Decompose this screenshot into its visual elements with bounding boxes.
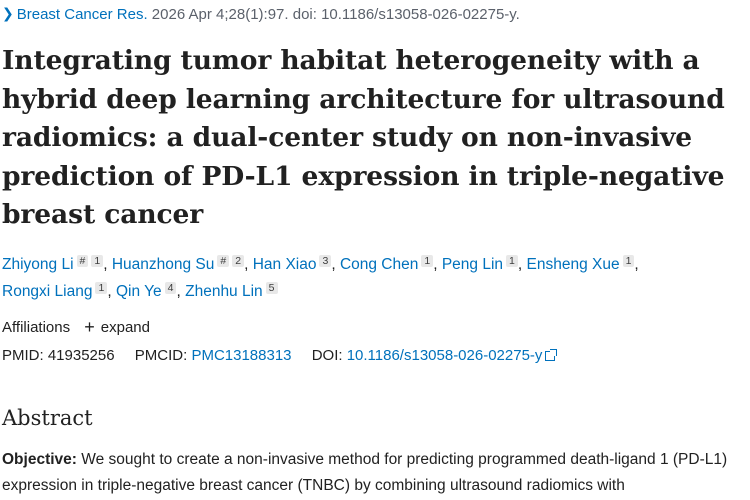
pmid-value: 41935256	[47, 347, 115, 364]
author-link[interactable]: Huanzhong Su	[111, 256, 215, 273]
affiliation-marker[interactable]: 1	[622, 255, 635, 267]
author-item: Huanzhong Su #2	[111, 255, 245, 273]
author-item: Zhenhu Lin 5	[185, 282, 278, 300]
affiliation-marker[interactable]: 1	[95, 282, 108, 294]
equal-contribution-marker[interactable]: #	[76, 255, 89, 267]
equal-contribution-marker[interactable]: #	[217, 255, 230, 267]
affiliation-marker[interactable]: 2	[232, 255, 245, 267]
author-link[interactable]: Han Xiao	[252, 256, 317, 273]
author-item: Rongxi Liang 1	[2, 282, 108, 300]
pmcid-link[interactable]: PMC13188313	[191, 347, 292, 364]
author-link[interactable]: Zhenhu Lin	[185, 283, 263, 300]
author-link[interactable]: Qin Ye	[115, 283, 162, 300]
author-link[interactable]: Rongxi Liang	[2, 283, 93, 300]
affiliation-marker[interactable]: 5	[265, 282, 278, 294]
affiliation-marker[interactable]: 1	[506, 255, 518, 267]
affiliations-label: Affiliations	[2, 319, 71, 336]
affiliation-marker[interactable]: 3	[319, 255, 332, 267]
identifiers-row: PMID: 41935256 PMCID: PMC13188313 DOI: 1…	[2, 346, 558, 366]
author-item: Cong Chen 1	[339, 255, 434, 273]
author-item: Peng Lin 1	[441, 255, 518, 273]
doi-label: DOI:	[311, 347, 343, 364]
expand-label: expand	[100, 319, 150, 336]
author-item: Han Xiao 3	[252, 255, 332, 273]
abstract-objective-text: We sought to create a non-invasive metho…	[2, 451, 728, 494]
doi-link[interactable]: 10.1186/s13058-026-02275-y	[346, 347, 558, 364]
author-list: Zhiyong Li #1, Huanzhong Su #2, Han Xiao 3,…	[2, 255, 639, 300]
author-link[interactable]: Ensheng Xue	[526, 256, 620, 273]
affiliation-marker[interactable]: 1	[91, 255, 104, 267]
pmid-label: PMID:	[2, 347, 44, 364]
pmcid-label: PMCID:	[134, 347, 188, 364]
author-link[interactable]: Cong Chen	[339, 256, 419, 273]
journal-link[interactable]: Breast Cancer Res.	[16, 6, 148, 23]
abstract-objective-label: Objective:	[2, 451, 77, 468]
plus-icon: +	[84, 317, 95, 337]
author-link[interactable]: Zhiyong Li	[2, 256, 74, 273]
author-item: Ensheng Xue 1	[526, 255, 635, 273]
author-link[interactable]: Peng Lin	[441, 256, 504, 273]
affiliation-marker[interactable]: 1	[421, 255, 434, 267]
doi-value: 10.1186/s13058-026-02275-y	[346, 347, 543, 364]
affiliation-marker[interactable]: 4	[164, 282, 177, 294]
abstract-heading: Abstract	[2, 406, 93, 430]
citation-line: ❯ Breast Cancer Res. 2026 Apr 4;28(1):97.…	[2, 4, 520, 25]
affiliations-row: Affiliations + expand	[2, 318, 150, 338]
abstract-paragraph: Objective: We sought to create a non-inv…	[2, 447, 742, 499]
citation-details: 2026 Apr 4;28(1):97. doi: 10.1186/s13058…	[147, 6, 520, 23]
author-item: Qin Ye 4	[115, 282, 177, 300]
expand-affiliations-button[interactable]: + expand	[84, 317, 150, 337]
article-title: Integrating tumor habitat heterogeneity …	[2, 45, 725, 230]
external-link-icon	[545, 349, 558, 361]
author-item: Zhiyong Li #1	[2, 255, 104, 273]
chevron-right-icon[interactable]: ❯	[2, 5, 14, 21]
